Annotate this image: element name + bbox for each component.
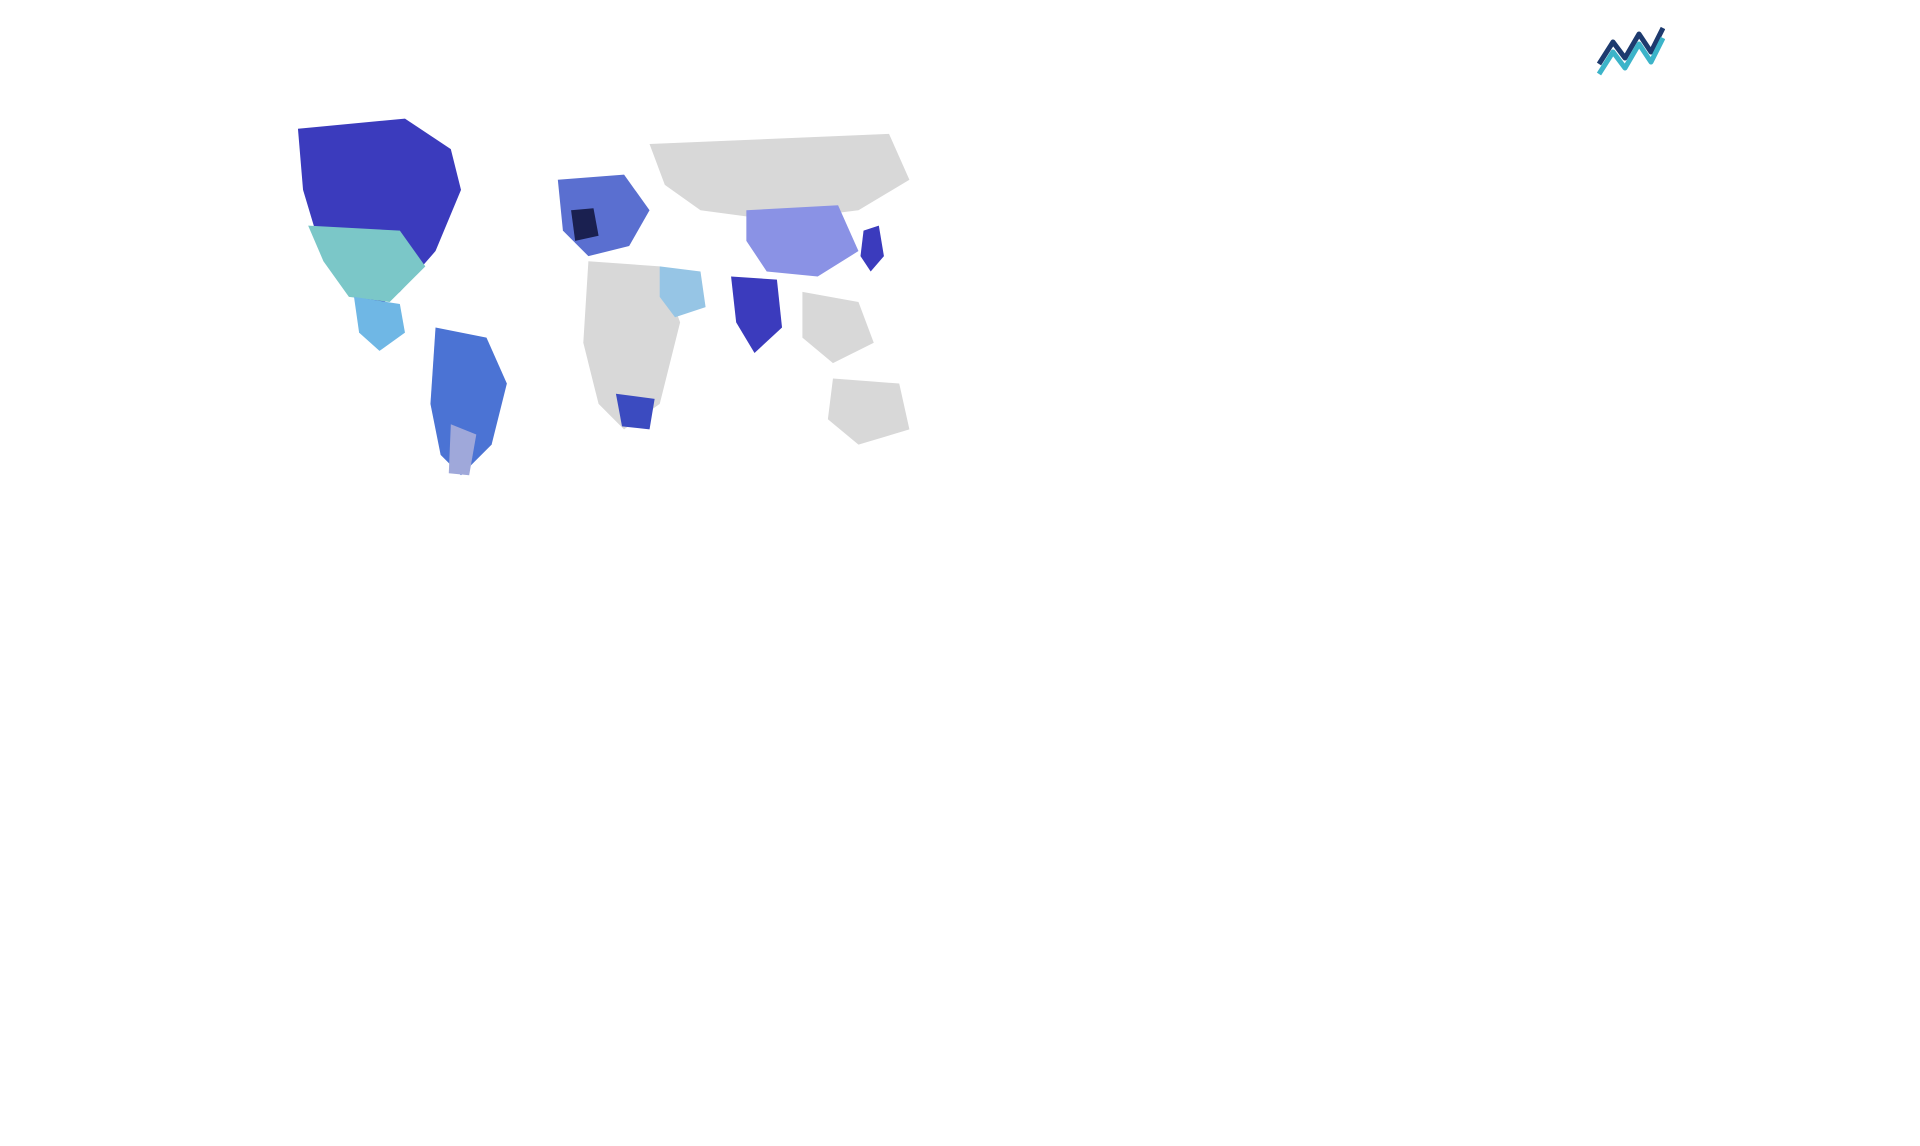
top-row <box>247 88 1673 483</box>
regional-panel <box>1215 511 1673 759</box>
segmentation-svg <box>247 519 507 734</box>
segmentation-panel <box>247 511 667 759</box>
regional-legend <box>1485 629 1673 649</box>
players-panel <box>681 511 1201 759</box>
map-svg <box>247 88 940 491</box>
segmentation-legend <box>527 519 667 549</box>
segmentation-chart <box>247 519 517 734</box>
regional-donut <box>1215 519 1465 759</box>
growth-chart-svg <box>980 123 1643 483</box>
header <box>247 24 1673 78</box>
growth-chart <box>980 88 1673 483</box>
logo-icon <box>1595 24 1665 78</box>
world-map <box>247 88 940 483</box>
bottom-row <box>247 511 1673 759</box>
donut-svg <box>1215 519 1465 759</box>
brand-logo <box>1595 24 1673 78</box>
